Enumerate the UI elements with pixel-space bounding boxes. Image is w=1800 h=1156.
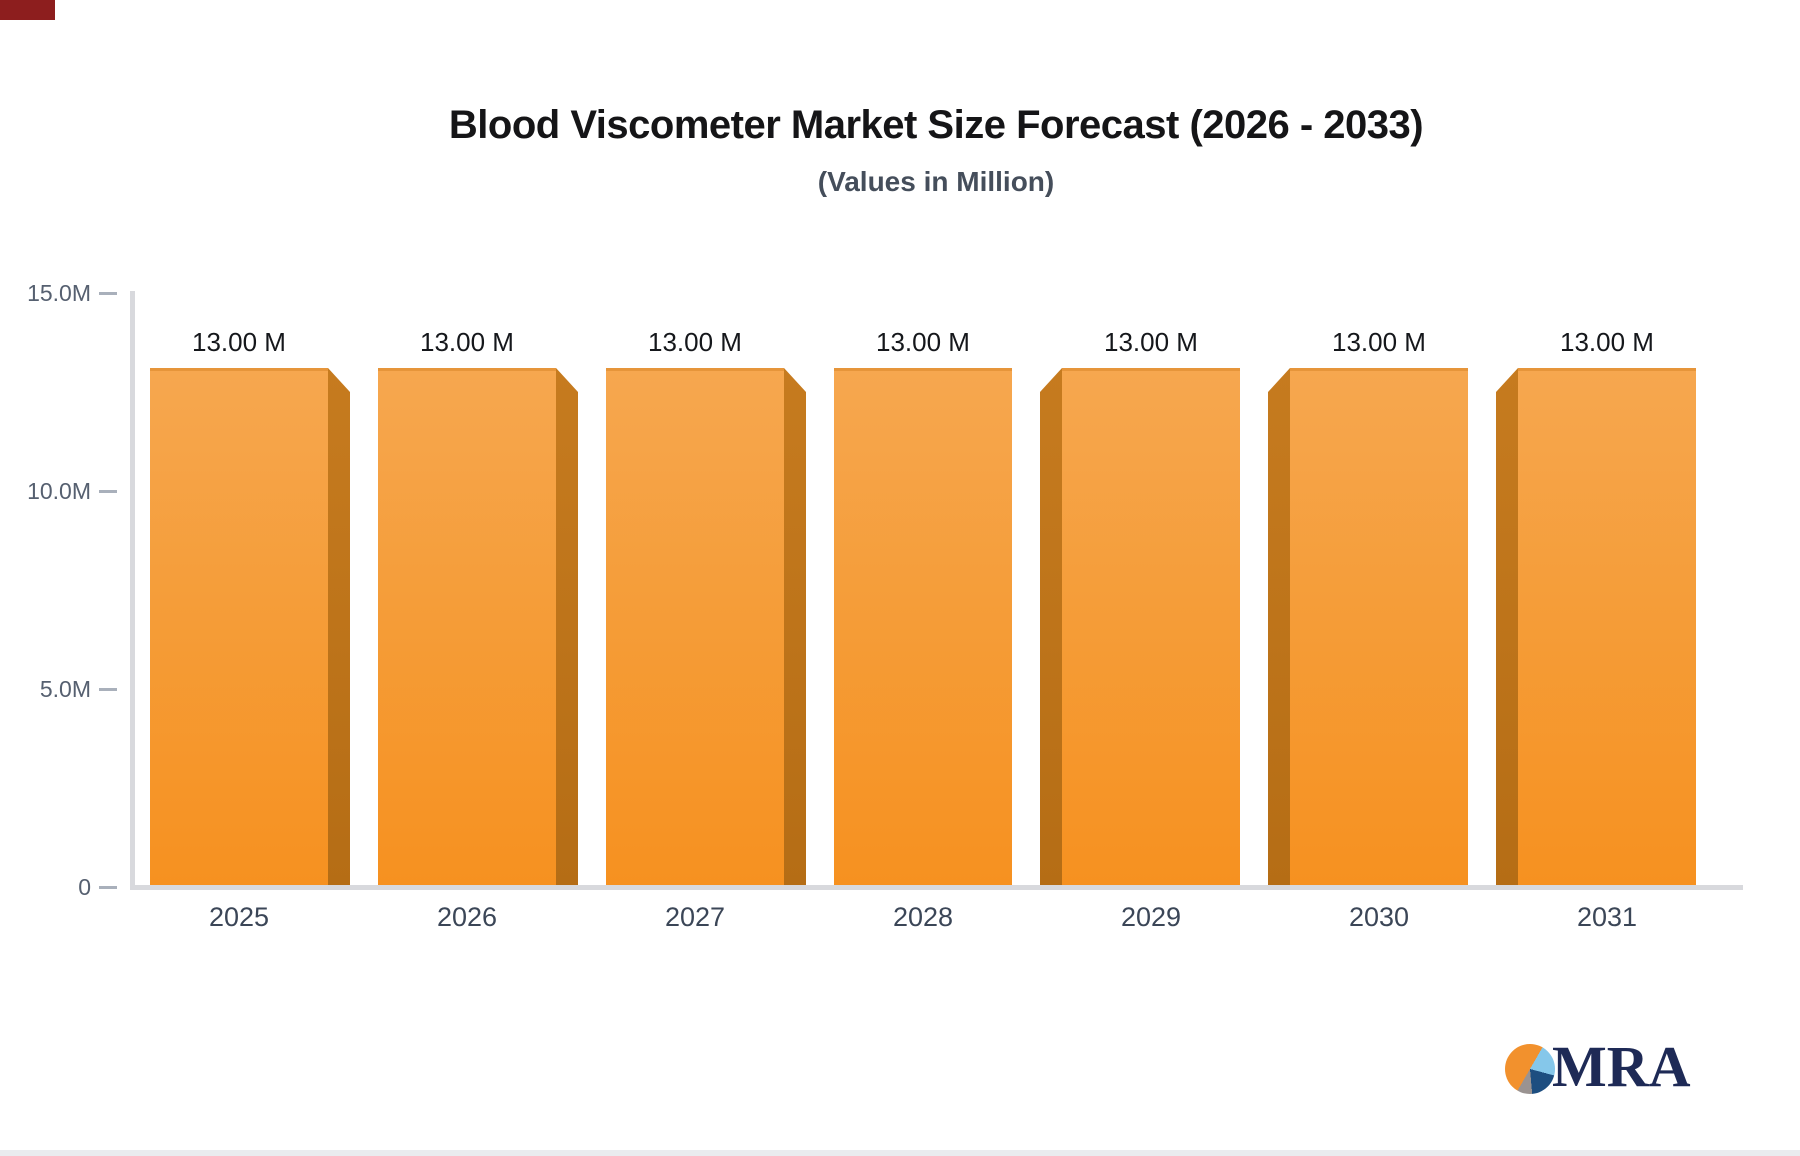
x-axis-label-2026: 2026 [436, 902, 498, 932]
mra-logo: MRA [1502, 1033, 1722, 1105]
bar-value-label-2030: 13.00 M [1332, 327, 1426, 357]
bar-2031[interactable] [1518, 368, 1696, 885]
bar-value-label-2028: 13.00 M [876, 327, 970, 357]
x-axis-label-2029: 2029 [1120, 902, 1182, 932]
y-axis-tick-mark [99, 688, 117, 691]
bar-value-label-2031: 13.00 M [1560, 327, 1654, 357]
bar-3d-side-2025 [328, 368, 350, 885]
x-axis-line [130, 885, 1743, 890]
logo-text: MRA [1552, 1034, 1691, 1099]
y-axis-tick-label: 10.0M [27, 478, 91, 504]
pie-chart-logo-icon [1505, 1044, 1555, 1094]
bar-3d-side-2027 [784, 368, 806, 885]
bar-value-label-2029: 13.00 M [1104, 327, 1198, 357]
y-axis-tick-mark [99, 886, 117, 889]
chart-title: Blood Viscometer Market Size Forecast (2… [448, 103, 1424, 147]
x-axis-label-2025: 2025 [208, 902, 270, 932]
bar-3d-side-2026 [556, 368, 578, 885]
y-axis-tick-label: 0 [78, 874, 91, 900]
bar-value-label-2026: 13.00 M [420, 327, 514, 357]
bottom-edge-divider [0, 1150, 1800, 1156]
y-axis-tick-mark [99, 490, 117, 493]
y-axis-tick-label: 5.0M [39, 676, 91, 702]
corner-mark [0, 0, 55, 20]
x-axis-label-2028: 2028 [892, 902, 954, 932]
x-axis-label-2027: 2027 [664, 902, 726, 932]
bar-2030[interactable] [1290, 368, 1468, 885]
bar-2027[interactable] [606, 368, 784, 885]
bar-2025[interactable] [150, 368, 328, 885]
bar-value-label-2027: 13.00 M [648, 327, 742, 357]
bar-2026[interactable] [378, 368, 556, 885]
bar-3d-side-2031 [1496, 368, 1518, 885]
chart-subtitle: (Values in Million) [817, 166, 1055, 197]
bar-2028[interactable] [834, 368, 1012, 885]
y-axis-tick-mark [99, 292, 117, 295]
bar-3d-side-2029 [1040, 368, 1062, 885]
y-axis-line [130, 291, 135, 889]
x-axis-label-2031: 2031 [1576, 902, 1638, 932]
y-axis-tick-label: 15.0M [27, 280, 91, 306]
bar-value-label-2025: 13.00 M [192, 327, 286, 357]
bar-3d-side-2030 [1268, 368, 1290, 885]
x-axis-label-2030: 2030 [1348, 902, 1410, 932]
bar-2029[interactable] [1062, 368, 1240, 885]
